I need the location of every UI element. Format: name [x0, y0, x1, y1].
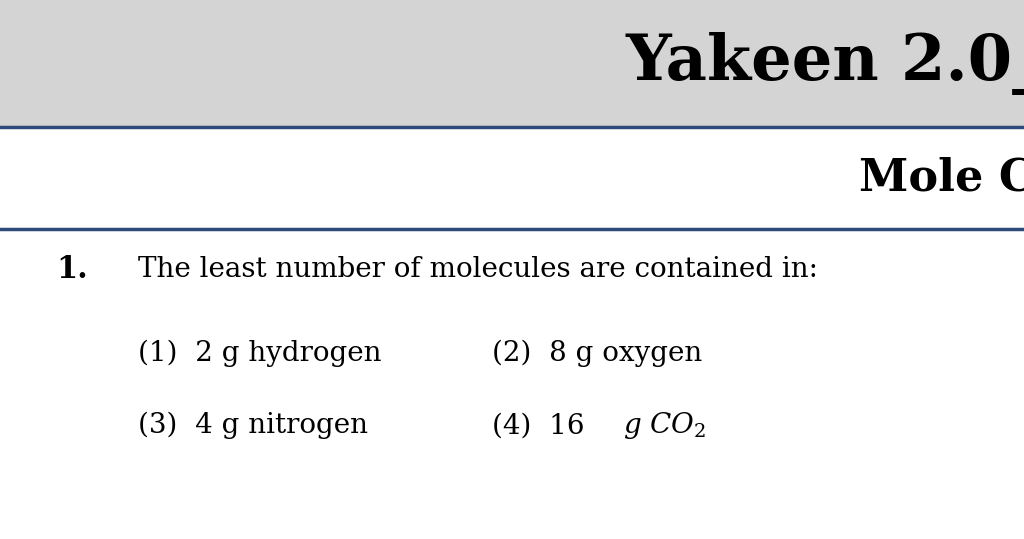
Text: (1)  2 g hydrogen: (1) 2 g hydrogen: [138, 340, 382, 367]
Text: The least number of molecules are contained in:: The least number of molecules are contai…: [138, 256, 818, 283]
Text: (4)  16: (4) 16: [492, 412, 593, 439]
Text: Yakeen 2.0_: Yakeen 2.0_: [626, 32, 1024, 95]
Text: 1.: 1.: [56, 254, 88, 285]
Text: (2)  8 g oxygen: (2) 8 g oxygen: [492, 340, 701, 367]
Text: $g\ CO_2$: $g\ CO_2$: [623, 410, 706, 441]
Text: (3)  4 g nitrogen: (3) 4 g nitrogen: [138, 412, 369, 439]
Text: Mole C: Mole C: [859, 156, 1024, 199]
Bar: [0, 0, 1024, 127]
